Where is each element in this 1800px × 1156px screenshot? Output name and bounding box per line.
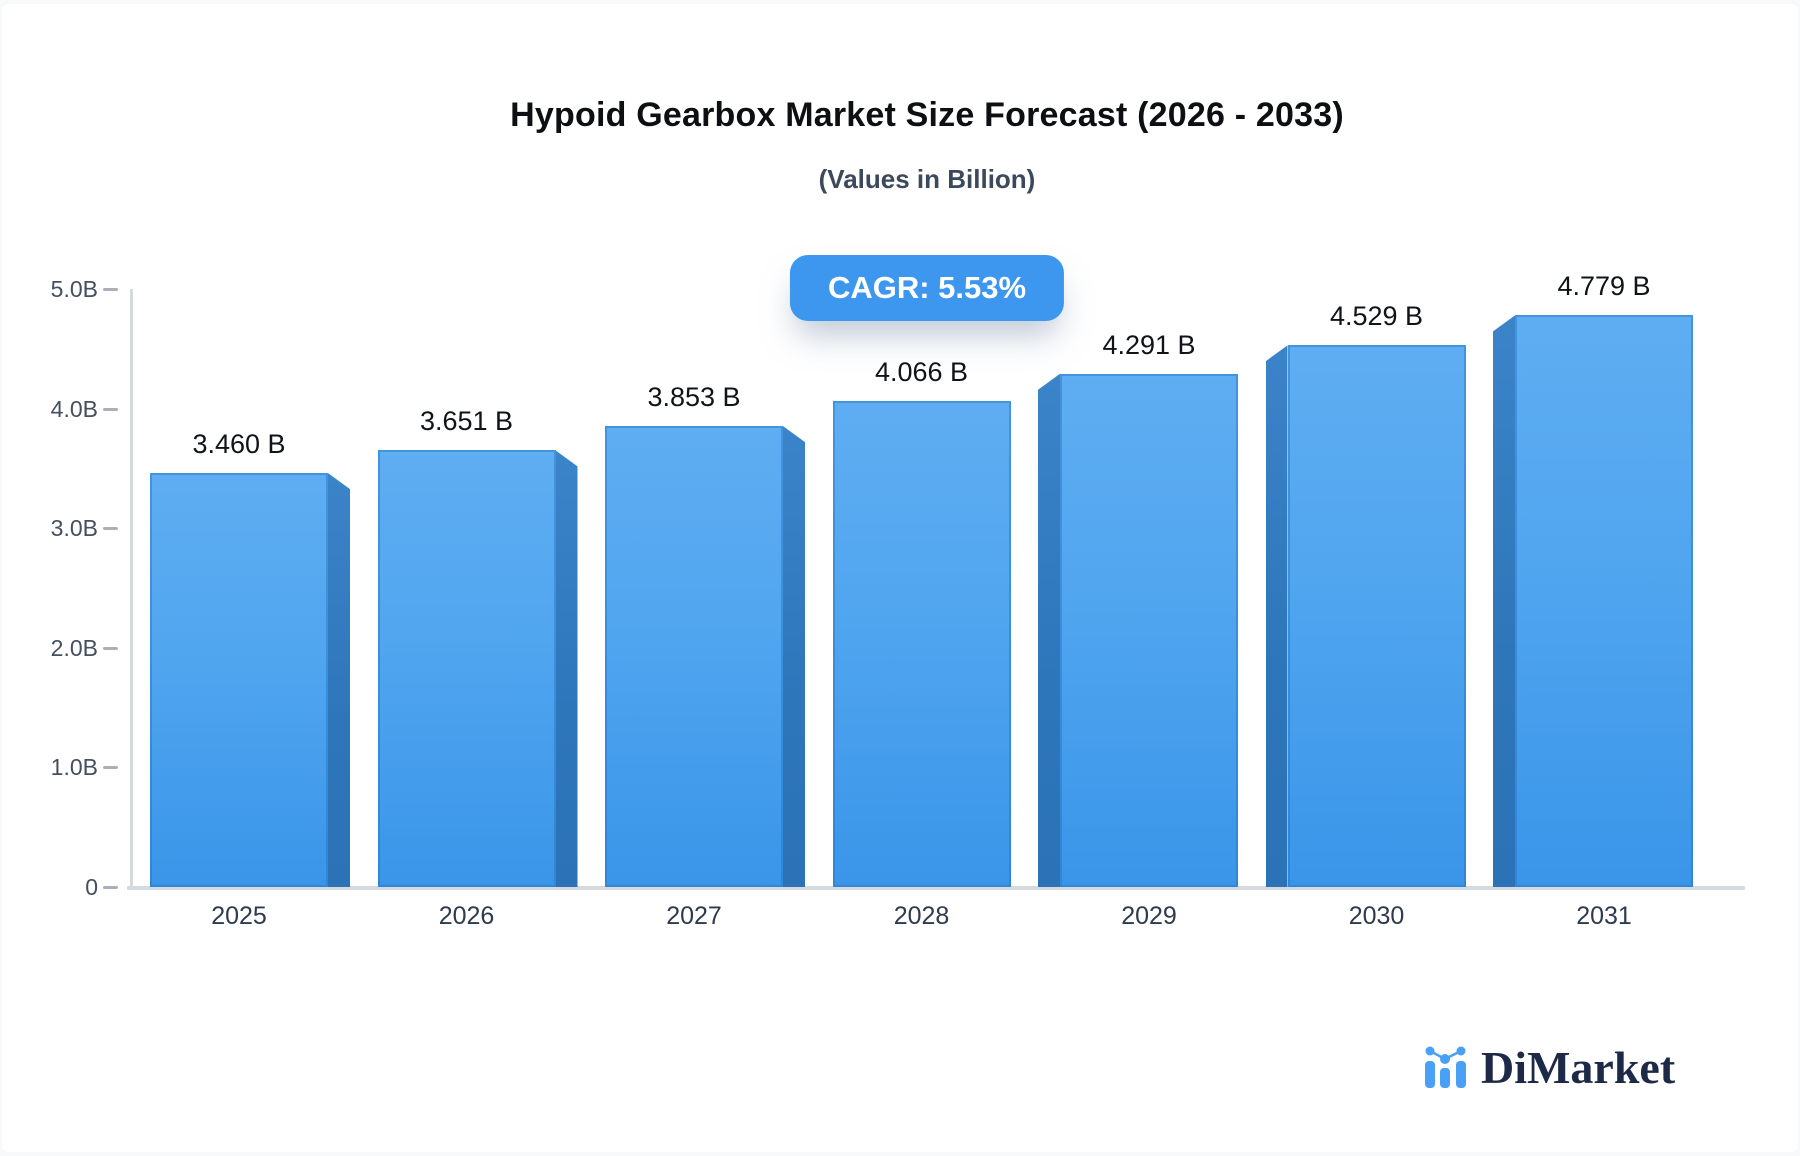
y-axis-tick (103, 288, 118, 291)
y-axis-line (130, 289, 133, 887)
bar-value-label: 4.779 B (1557, 271, 1651, 302)
y-axis-tick (103, 527, 118, 531)
y-axis-tick-label: 2.0B (50, 634, 98, 661)
mini-bar-chart-icon (1423, 1042, 1471, 1094)
bar-side-panel (1493, 315, 1515, 887)
x-axis-label: 2029 (1121, 902, 1177, 930)
chart-title: Hypoid Gearbox Market Size Forecast (202… (510, 96, 1344, 134)
bar (1515, 315, 1693, 887)
bar (832, 400, 1011, 887)
bar (605, 426, 783, 887)
bar-side-panel (1038, 373, 1060, 887)
bar-side-panel (783, 426, 805, 887)
bar-value-label: 3.651 B (419, 406, 514, 437)
chart-subtitle: (Values in Billion) (818, 164, 1036, 194)
y-axis-tick-label: 4.0B (50, 395, 98, 422)
brand-name: DiMarket (1481, 1042, 1676, 1093)
bar-value-label: 4.066 B (874, 356, 969, 387)
bar-side-panel (1265, 345, 1288, 887)
x-axis-label: 2028 (893, 902, 950, 930)
bar (377, 450, 556, 887)
y-axis-tick-label: 0 (85, 874, 98, 900)
brand-logo: DiMarket (1423, 1042, 1675, 1094)
x-axis-label: 2030 (1348, 902, 1405, 930)
y-axis-tick-label: 1.0B (50, 754, 98, 781)
x-axis-label: 2026 (438, 902, 495, 930)
bar-value-label: 3.853 B (647, 382, 741, 413)
x-axis-line (127, 886, 1745, 890)
bar (1060, 373, 1238, 887)
bar-side-panel (328, 473, 350, 887)
y-axis-tick-label: 3.0B (50, 515, 98, 542)
bar-value-label: 3.460 B (192, 429, 286, 460)
y-axis-tick (103, 886, 118, 889)
y-axis-tick-label: 5.0B (50, 276, 98, 302)
bar (150, 473, 328, 887)
bar-value-label: 4.291 B (1102, 329, 1196, 360)
chart-card: Hypoid Gearbox Market Size Forecast (202… (2, 4, 1798, 1152)
x-axis-label: 2031 (1576, 902, 1632, 930)
bar-side-panel (555, 450, 578, 887)
x-axis-label: 2025 (211, 902, 267, 930)
bar-value-label: 4.529 B (1329, 301, 1424, 332)
cagr-badge: CAGR: 5.53% (789, 255, 1065, 321)
y-axis-tick (103, 407, 118, 411)
y-axis-tick (103, 646, 118, 650)
y-axis-tick (103, 766, 118, 770)
x-axis-label: 2027 (666, 902, 722, 930)
bar (1287, 345, 1466, 887)
